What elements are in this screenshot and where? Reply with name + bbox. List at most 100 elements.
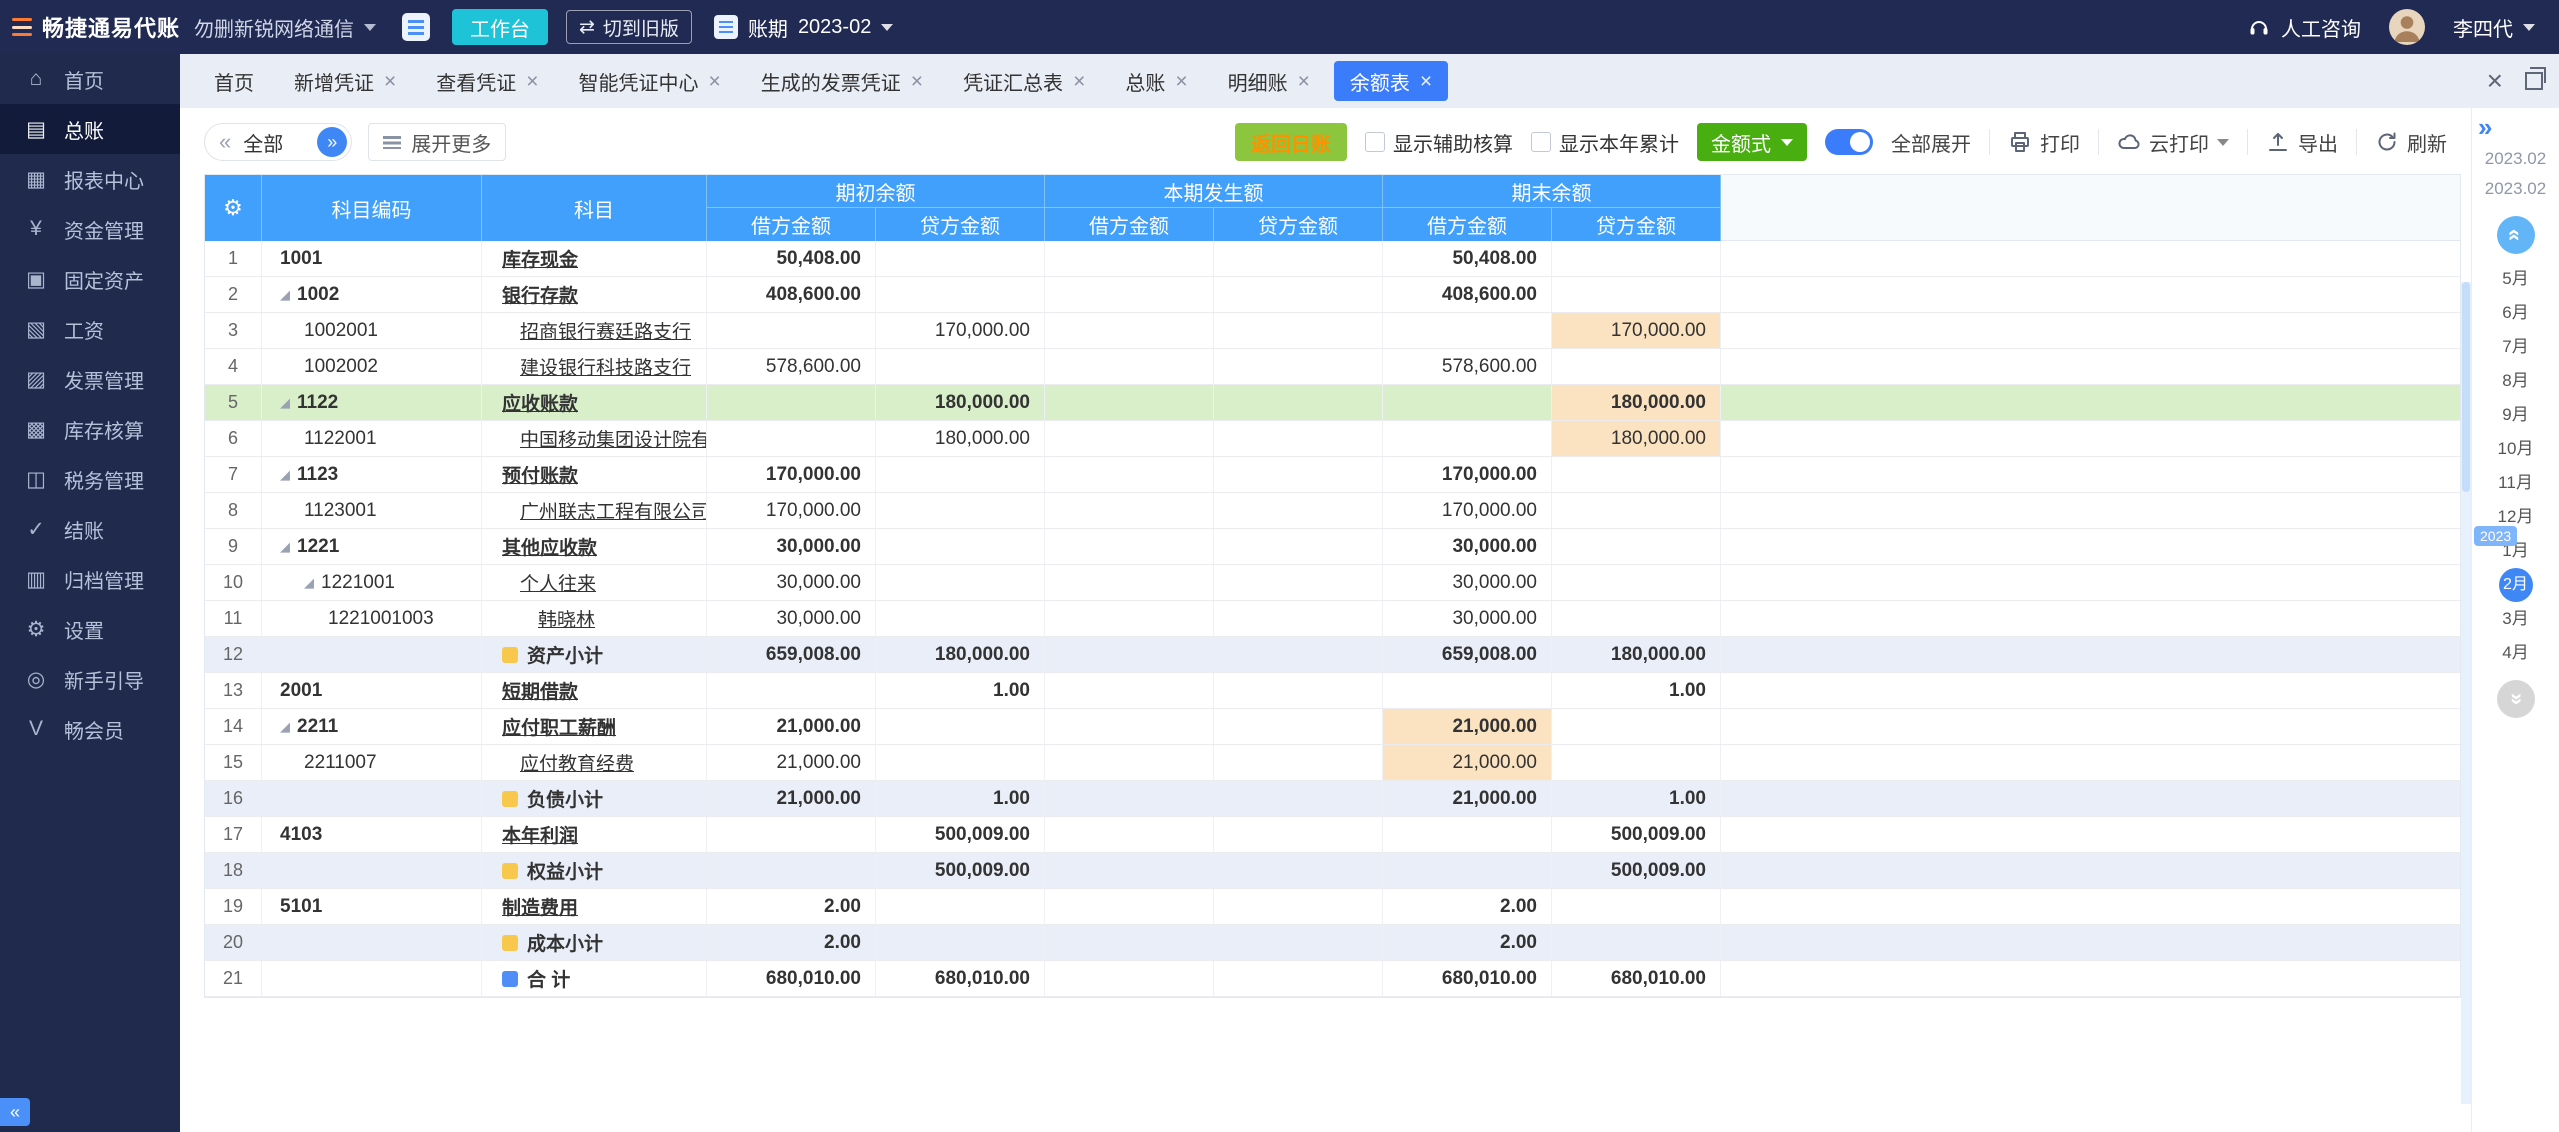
- subject-link[interactable]: 其他应收款: [502, 538, 598, 559]
- subject-link[interactable]: 本年利润: [502, 826, 579, 847]
- sidebar-collapse-button[interactable]: «: [0, 1098, 30, 1126]
- tab-close-icon[interactable]: ×: [1073, 69, 1086, 93]
- expand-toggle-icon[interactable]: ◢: [280, 718, 290, 734]
- table-row[interactable]: 9 ◢ 1221 其他应收款 30,000.00 30,000.00: [205, 529, 2460, 565]
- sidebar-item-home[interactable]: ⌂ 首页: [0, 54, 180, 104]
- table-row[interactable]: 3 1002001 招商银行赛廷路支行 170,000.00 170,000.00: [205, 313, 2460, 349]
- month-item[interactable]: 5月: [2472, 262, 2559, 296]
- expand-toggle-icon[interactable]: ◢: [280, 286, 290, 302]
- company-selector[interactable]: 勿删新锐网络通信: [194, 13, 376, 42]
- month-item[interactable]: 4月: [2472, 636, 2559, 670]
- sidebar-item-archive[interactable]: ▥ 归档管理: [0, 554, 180, 604]
- sidebar-item-salary[interactable]: ▧ 工资: [0, 304, 180, 354]
- workbench-button[interactable]: 工作台: [452, 9, 548, 45]
- tab-close-icon[interactable]: ×: [708, 69, 721, 93]
- subject-link[interactable]: 应付职工薪酬: [502, 718, 617, 739]
- tab[interactable]: 查看凭证 ×: [420, 61, 554, 101]
- table-row[interactable]: 18 权益小计 500,009.00 500,009.00: [205, 853, 2460, 889]
- expand-all-toggle[interactable]: [1825, 129, 1873, 155]
- back-to-daily-button[interactable]: 返回日账: [1235, 123, 1347, 161]
- tab[interactable]: 首页: [198, 61, 270, 101]
- print-button[interactable]: 打印: [2008, 128, 2080, 157]
- tab-close-icon[interactable]: ×: [1297, 69, 1310, 93]
- expand-toggle-icon[interactable]: ◢: [280, 394, 290, 410]
- month-item[interactable]: 8月: [2472, 364, 2559, 398]
- scroll-months-down-button[interactable]: «: [2496, 680, 2535, 718]
- sidebar-item-tax[interactable]: ◫ 税务管理: [0, 454, 180, 504]
- cloud-print-dropdown[interactable]: 云打印: [2117, 128, 2229, 157]
- subject-link[interactable]: 招商银行赛廷路支行: [520, 322, 692, 343]
- table-row[interactable]: 5 ◢ 1122 应收账款 180,000.00 180,000.00: [205, 385, 2460, 421]
- sidebar-item-ledger[interactable]: ▤ 总账: [0, 104, 180, 154]
- tab-close-icon[interactable]: ×: [384, 69, 397, 93]
- table-row[interactable]: 16 负债小计 21,000.00 1.00 21,000.00 1.00: [205, 781, 2460, 817]
- month-item[interactable]: 10月: [2472, 432, 2559, 466]
- restore-window-icon[interactable]: [2525, 67, 2546, 90]
- account-filter[interactable]: « 全部 »: [204, 123, 353, 161]
- month-item[interactable]: 2月: [2472, 568, 2559, 602]
- filter-go-icon[interactable]: »: [317, 127, 348, 157]
- month-item[interactable]: 9月: [2472, 398, 2559, 432]
- tab[interactable]: 总账 ×: [1109, 61, 1203, 101]
- table-row[interactable]: 17 4103 本年利润 500,009.00 500,009.00: [205, 817, 2460, 853]
- subject-link[interactable]: 韩晓林: [538, 610, 596, 631]
- table-row[interactable]: 7 ◢ 1123 预付账款 170,000.00 170,000.00: [205, 457, 2460, 493]
- subject-link[interactable]: 建设银行科技路支行: [520, 358, 692, 379]
- month-item[interactable]: 11月: [2472, 466, 2559, 500]
- checkbox-icon[interactable]: [1365, 132, 1385, 152]
- menu-hamburger-icon[interactable]: [12, 18, 32, 36]
- sidebar-item-invoice[interactable]: ▨ 发票管理: [0, 354, 180, 404]
- month-item[interactable]: 7月: [2472, 330, 2559, 364]
- table-row[interactable]: 10 ◢ 1221001 个人往来 30,000.00 30,000.00: [205, 565, 2460, 601]
- tab[interactable]: 新增凭证 ×: [278, 61, 412, 101]
- panel-collapse-icon[interactable]: »: [2478, 112, 2493, 142]
- export-button[interactable]: 导出: [2266, 128, 2338, 157]
- expand-toggle-icon[interactable]: ◢: [304, 574, 314, 590]
- refresh-button[interactable]: 刷新: [2375, 128, 2447, 157]
- scroll-months-up-button[interactable]: «: [2496, 216, 2535, 254]
- vertical-scrollbar[interactable]: [2461, 282, 2471, 1104]
- table-row[interactable]: 6 1122001 中国移动集团设计院有限公司划 180,000.00 180,000.…: [205, 421, 2460, 457]
- subject-link[interactable]: 应收账款: [502, 394, 579, 415]
- gear-icon[interactable]: ⚙: [223, 195, 243, 220]
- subject-link[interactable]: 中国移动集团设计院有限公司划: [520, 430, 707, 451]
- month-item[interactable]: 12月: [2472, 500, 2559, 534]
- sidebar-item-settings[interactable]: ⚙ 设置: [0, 604, 180, 654]
- month-item[interactable]: 6月: [2472, 296, 2559, 330]
- tab-close-icon[interactable]: ×: [1175, 69, 1188, 93]
- table-row[interactable]: 15 2211007 应付教育经费 21,000.00 21,000.00: [205, 745, 2460, 781]
- subject-link[interactable]: 银行存款: [502, 286, 579, 307]
- month-item[interactable]: 3月: [2472, 602, 2559, 636]
- switch-old-version-button[interactable]: ⇄ 切到旧版: [566, 10, 692, 44]
- subject-link[interactable]: 短期借款: [502, 682, 579, 703]
- table-row[interactable]: 21 合 计 680,010.00 680,010.00 680,010.00 680,0…: [205, 961, 2460, 997]
- table-row[interactable]: 11 1221001003 韩晓林 30,000.00 30,000.00: [205, 601, 2460, 637]
- checkbox-icon[interactable]: [1531, 132, 1551, 152]
- table-row[interactable]: 4 1002002 建设银行科技路支行 578,600.00 578,600.00: [205, 349, 2460, 385]
- sidebar-item-fixed-assets[interactable]: ▣ 固定资产: [0, 254, 180, 304]
- sidebar-item-closing[interactable]: ✓ 结账: [0, 504, 180, 554]
- expand-toggle-icon[interactable]: ◢: [280, 466, 290, 482]
- subject-link[interactable]: 库存现金: [502, 250, 579, 271]
- subject-link[interactable]: 应付教育经费: [520, 754, 635, 775]
- user-menu[interactable]: 李四代: [2453, 13, 2535, 42]
- tab[interactable]: 余额表 ×: [1333, 61, 1449, 101]
- tab[interactable]: 凭证汇总表 ×: [947, 61, 1101, 101]
- show-aux-checkbox[interactable]: 显示辅助核算: [1365, 128, 1513, 157]
- period-selector[interactable]: 账期 2023-02: [713, 13, 894, 42]
- tab[interactable]: 明细账 ×: [1212, 61, 1326, 101]
- avatar[interactable]: [2389, 9, 2425, 45]
- tab-close-icon[interactable]: ×: [1419, 69, 1433, 93]
- subject-link[interactable]: 个人往来: [520, 574, 597, 595]
- document-icon[interactable]: [402, 13, 430, 41]
- expand-more-button[interactable]: 展开更多: [368, 123, 507, 161]
- close-all-tabs-icon[interactable]: ×: [2486, 65, 2503, 96]
- table-row[interactable]: 2 ◢ 1002 银行存款 408,600.00 408,600.00: [205, 277, 2460, 313]
- sidebar-item-inventory[interactable]: ▩ 库存核算: [0, 404, 180, 454]
- subject-link[interactable]: 广州联志工程有限公司: [520, 502, 707, 523]
- table-row[interactable]: 13 2001 短期借款 1.00 1.00: [205, 673, 2460, 709]
- collapse-filter-icon[interactable]: «: [219, 129, 232, 154]
- tab-close-icon[interactable]: ×: [526, 69, 539, 93]
- table-row[interactable]: 19 5101 制造费用 2.00 2.00: [205, 889, 2460, 925]
- subject-link[interactable]: 预付账款: [502, 466, 579, 487]
